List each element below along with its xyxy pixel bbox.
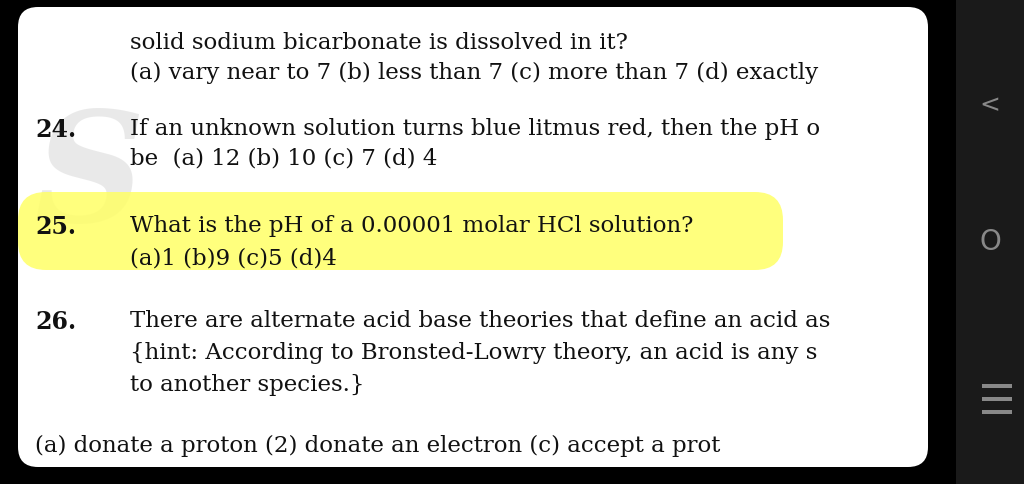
Text: S: S [35, 106, 145, 254]
FancyBboxPatch shape [18, 8, 928, 467]
Text: <: < [980, 93, 1000, 117]
Text: What is the pH of a 0.00001 molar HCl solution?: What is the pH of a 0.00001 molar HCl so… [130, 214, 693, 237]
Text: (a) vary near to 7 (b) less than 7 (c) more than 7 (d) exactly: (a) vary near to 7 (b) less than 7 (c) m… [130, 62, 818, 84]
FancyBboxPatch shape [18, 193, 783, 271]
Bar [956, 0, 1024, 484]
Bar [982, 397, 1012, 401]
Text: If an unknown solution turns blue litmus red, then the pH o: If an unknown solution turns blue litmus… [130, 118, 820, 140]
Text: be  (a) 12 (b) 10 (c) 7 (d) 4: be (a) 12 (b) 10 (c) 7 (d) 4 [130, 148, 437, 170]
Bar [982, 410, 1012, 414]
Bar [982, 384, 1012, 388]
Text: O: O [979, 227, 1000, 256]
Text: {hint: According to Bronsted-Lowry theory, an acid is any s: {hint: According to Bronsted-Lowry theor… [130, 341, 817, 363]
Text: solid sodium bicarbonate is dissolved in it?: solid sodium bicarbonate is dissolved in… [130, 32, 628, 54]
Text: (a) donate a proton (2) donate an electron (c) accept a prot: (a) donate a proton (2) donate an electr… [35, 434, 720, 456]
Text: 24.: 24. [35, 118, 76, 142]
Text: (a)1 (b)9 (c)5 (d)4: (a)1 (b)9 (c)5 (d)4 [130, 246, 337, 269]
Text: 26.: 26. [35, 309, 76, 333]
Text: There are alternate acid base theories that define an acid as: There are alternate acid base theories t… [130, 309, 830, 332]
Text: to another species.}: to another species.} [130, 373, 365, 395]
Text: 25.: 25. [35, 214, 76, 239]
